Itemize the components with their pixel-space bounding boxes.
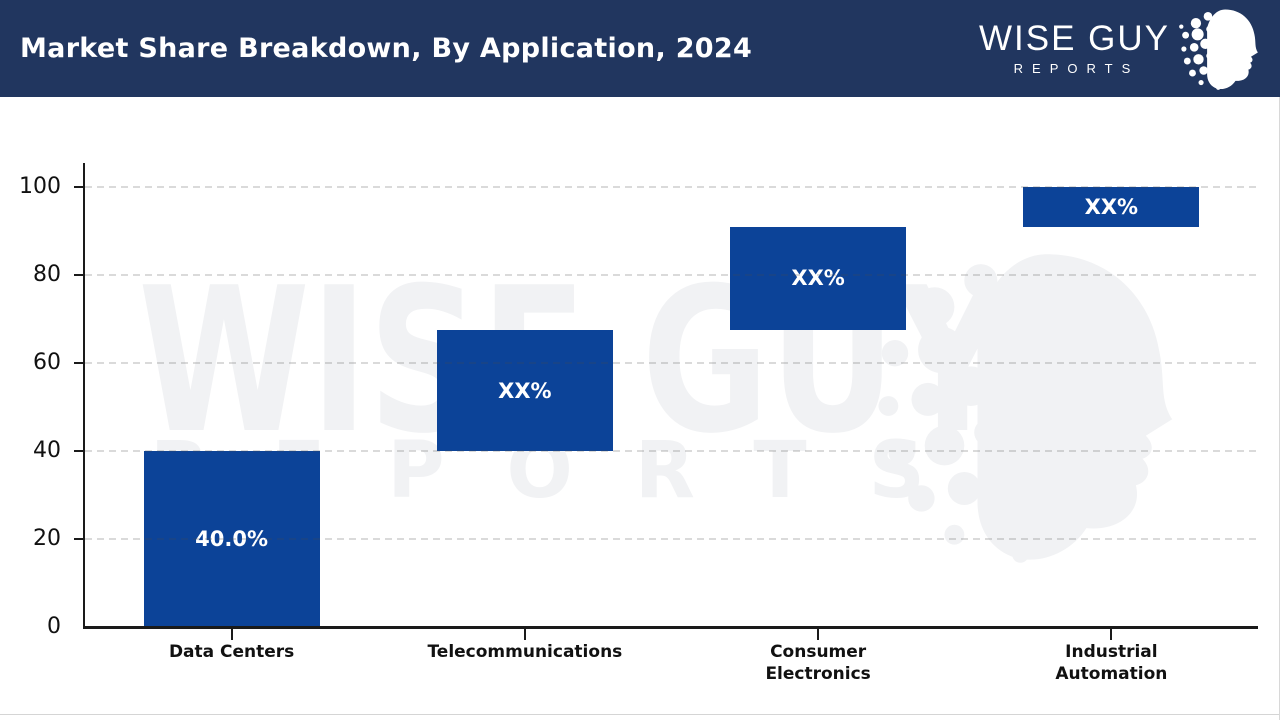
brand-logo: WISE GUY REPORTS	[979, 6, 1266, 92]
header: Market Share Breakdown, By Application, …	[0, 0, 1280, 97]
chart-plot-area: 40.0% XX% XX% XX%	[74, 163, 1258, 640]
x-category-label: Industrial Automation	[1055, 642, 1168, 685]
bar-value-label: XX%	[498, 378, 552, 403]
y-tick-label: 40	[33, 438, 61, 463]
gridline	[85, 186, 1258, 188]
x-tick-mark	[1110, 629, 1113, 640]
y-tick-mark	[74, 274, 83, 276]
brand-logo-text: WISE GUY REPORTS	[979, 21, 1170, 76]
bar-telecommunications: XX%	[436, 330, 613, 451]
x-tick-mark	[230, 629, 233, 640]
bar-data-centers: 40.0%	[143, 451, 320, 627]
bar-industrial-automation: XX%	[1023, 187, 1200, 227]
gridline	[85, 538, 1258, 540]
page-bottom-divider	[0, 714, 1279, 715]
y-tick-label: 80	[33, 262, 61, 287]
x-category-label: Consumer Electronics	[765, 642, 871, 685]
y-axis: 0 20 40 60 80 100	[0, 163, 73, 638]
plot-scale: 40.0% XX% XX% XX%	[74, 186, 1258, 627]
bar-value-label: XX%	[1084, 194, 1139, 219]
y-tick-mark	[74, 450, 83, 452]
page-title: Market Share Breakdown, By Application, …	[20, 33, 753, 64]
y-tick-mark	[74, 186, 83, 188]
x-axis-spine	[83, 626, 1258, 629]
y-tick-label: 60	[33, 350, 61, 375]
bar-consumer-electronics: XX%	[730, 226, 907, 330]
y-tick-label: 0	[47, 614, 61, 639]
y-tick-label: 20	[33, 526, 61, 551]
watermark-face-icon	[870, 254, 1173, 563]
x-tick-mark	[817, 629, 820, 640]
x-category-label: Data Centers	[168, 642, 295, 662]
gridline	[85, 450, 1258, 452]
y-axis-spine	[83, 163, 85, 627]
y-tick-label: 100	[19, 174, 61, 199]
logo-wordmark: WISE GUY	[978, 19, 1170, 58]
x-tick-mark	[523, 629, 526, 640]
bar-value-label: XX%	[791, 266, 845, 291]
bar-value-label: 40.0%	[195, 527, 269, 551]
y-tick-mark	[74, 362, 83, 364]
dotted-face-icon	[1179, 8, 1258, 90]
logo-subtext: REPORTS	[1013, 61, 1140, 76]
y-axis-scale: 0 20 40 60 80 100	[0, 176, 73, 638]
x-axis: Data Centers Telecommunications Consumer El…	[85, 641, 1258, 701]
gridline	[85, 362, 1258, 364]
x-category-label: Telecommunications	[427, 642, 623, 662]
y-tick-mark	[74, 538, 83, 540]
gridline	[85, 274, 1258, 276]
